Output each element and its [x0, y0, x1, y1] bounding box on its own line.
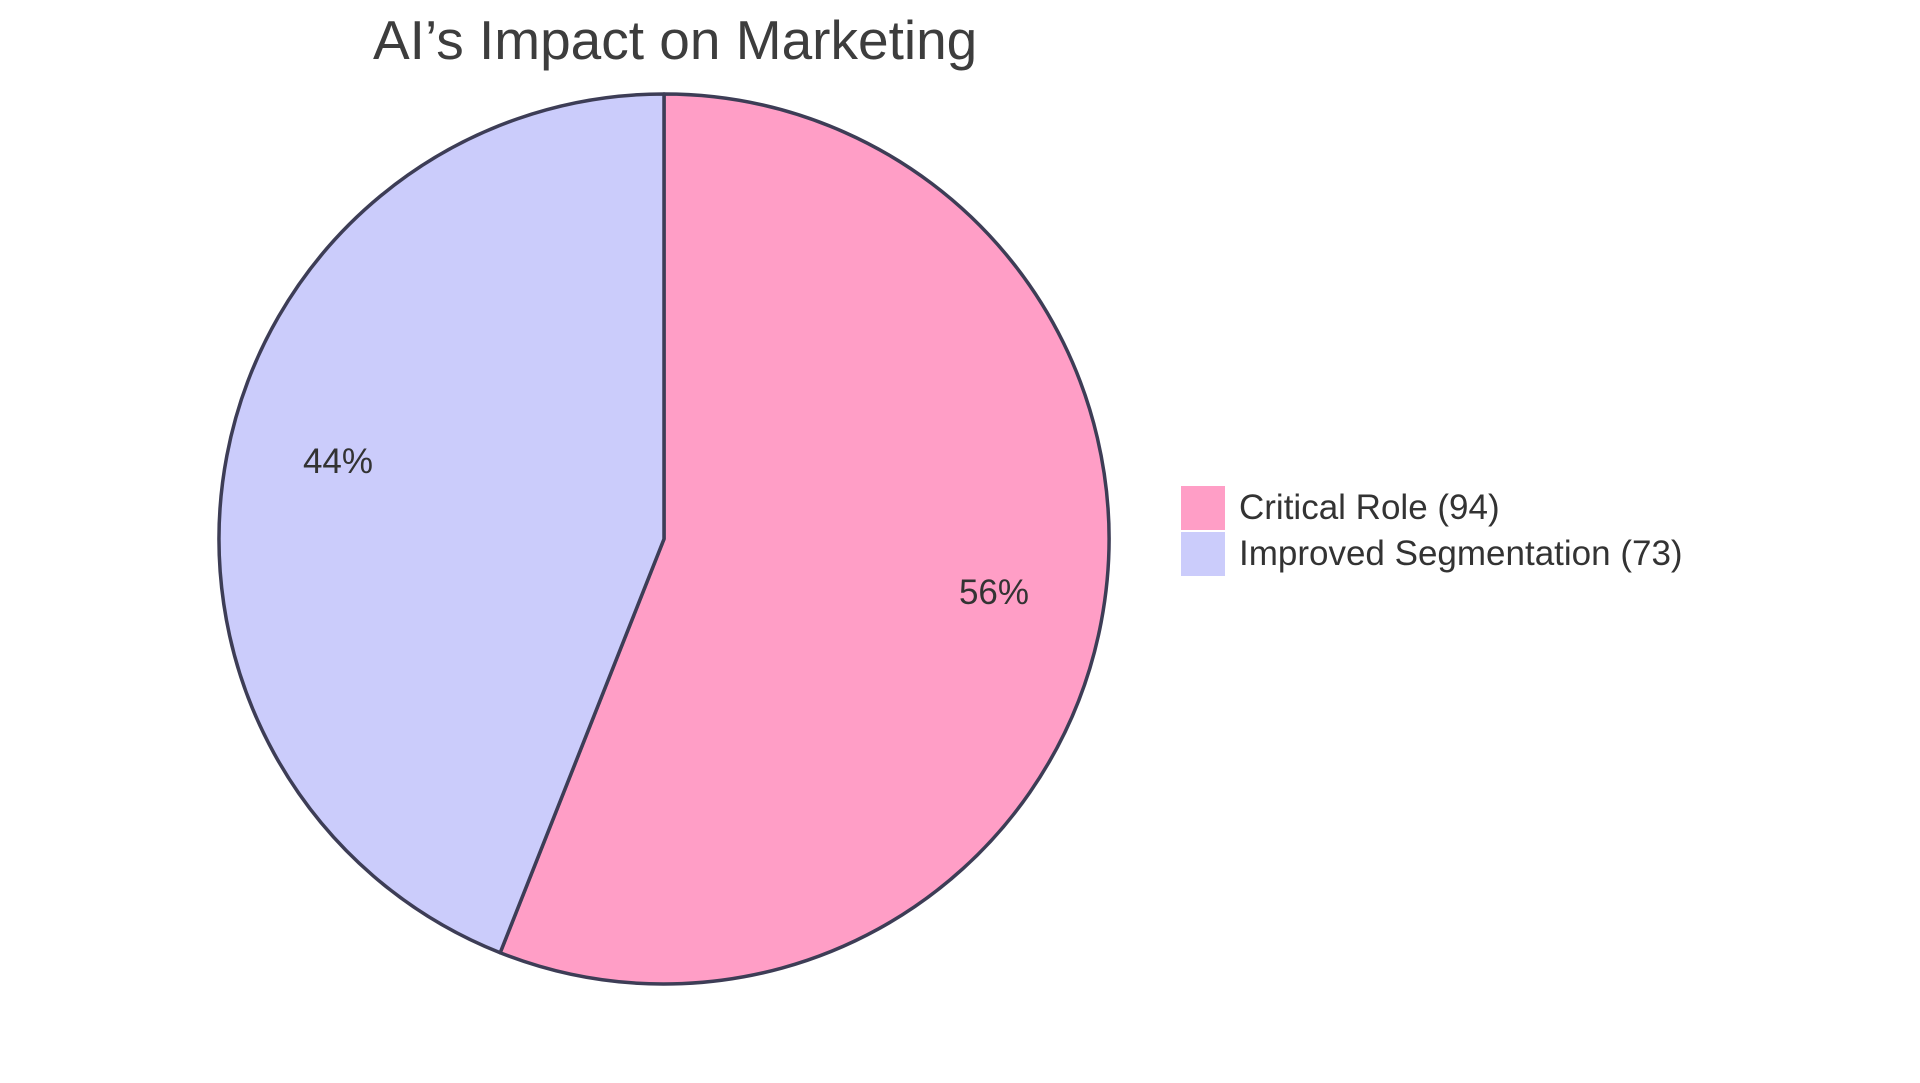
- svg-text:44%: 44%: [303, 442, 373, 481]
- svg-text:56%: 56%: [959, 573, 1029, 612]
